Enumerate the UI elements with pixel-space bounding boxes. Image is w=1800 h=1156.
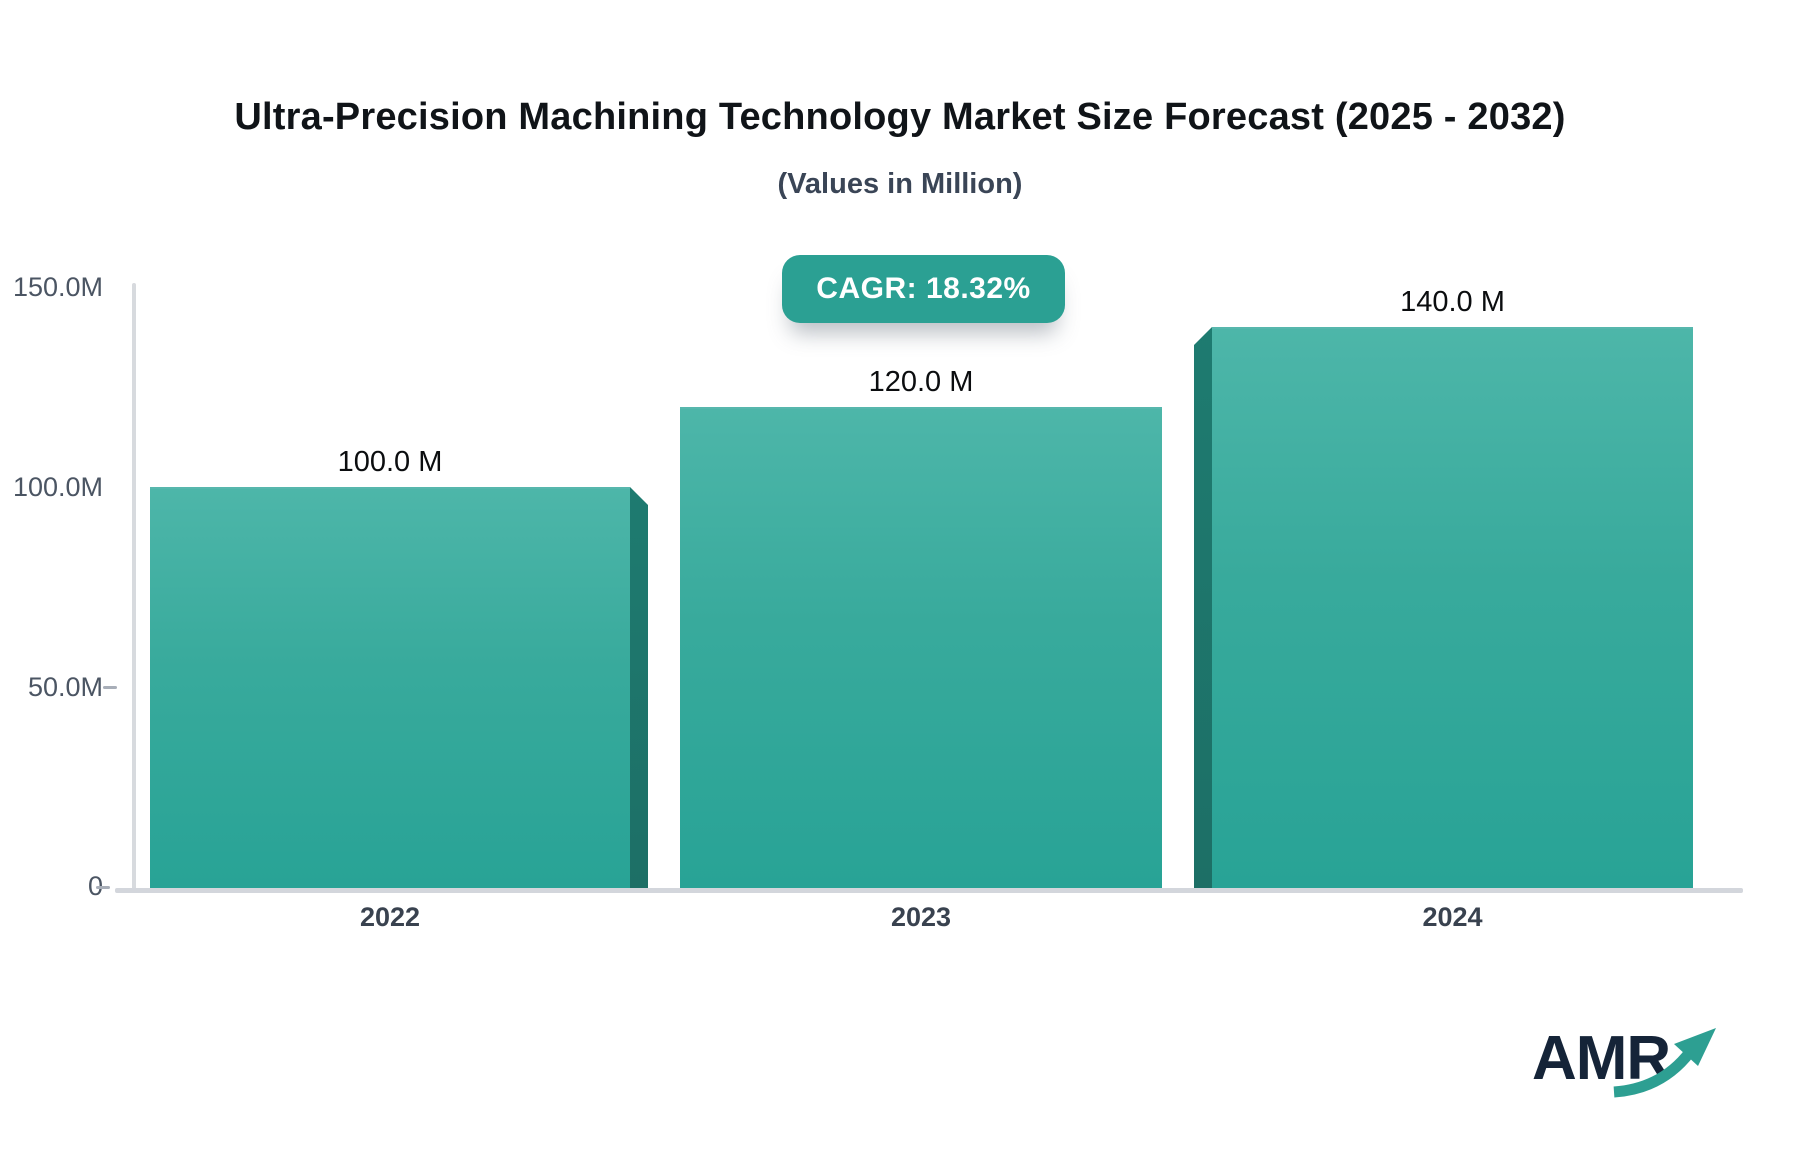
bar-2024-value-label: 140.0 M <box>1400 286 1505 318</box>
growth-arrow-icon <box>1613 1028 1716 1098</box>
amr-logo: AMR <box>1528 1022 1728 1112</box>
bar-2023 <box>680 407 1162 888</box>
x-axis-line <box>115 888 1743 893</box>
y-tick-mark-0 <box>96 886 110 889</box>
bar-2024 <box>1212 327 1693 888</box>
x-axis-label-2023: 2023 <box>890 902 952 932</box>
cagr-badge-label: CAGR: 18.32% <box>816 272 1031 305</box>
y-tick-label-50: 50.0M <box>27 672 103 702</box>
bar-2022 <box>150 487 630 888</box>
bar-2023-value-label: 120.0 M <box>868 366 974 398</box>
chart-title: Ultra-Precision Machining Technology Mar… <box>234 96 1566 138</box>
y-tick-label-100: 100.0M <box>12 472 103 502</box>
y-axis-line <box>132 283 136 893</box>
cagr-badge: CAGR: 18.32% <box>782 255 1065 323</box>
chart-subtitle: (Values in Million) <box>777 168 1023 200</box>
y-tick-label-150: 150.0M <box>12 272 103 302</box>
bar-2024-side-face <box>1194 327 1212 888</box>
y-tick-mark-50 <box>103 686 117 689</box>
bar-2022-value-label: 100.0 M <box>337 446 443 478</box>
bar-2022-side-face <box>630 487 648 888</box>
x-axis-label-2022: 2022 <box>359 902 421 932</box>
x-axis-label-2024: 2024 <box>1422 902 1483 932</box>
y-tick-label-0: 0 <box>0 870 103 902</box>
